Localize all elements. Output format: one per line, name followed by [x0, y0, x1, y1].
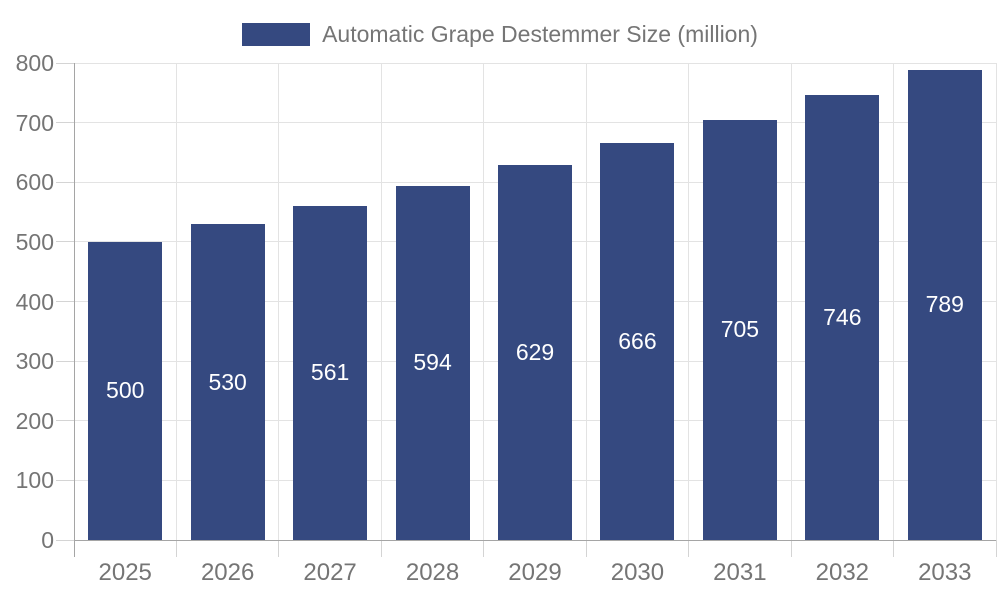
- y-axis-label: 700: [15, 109, 54, 136]
- legend-label: Automatic Grape Destemmer Size (million): [322, 20, 758, 47]
- bar-value-label: 500: [106, 377, 145, 404]
- bar[interactable]: 530: [190, 224, 265, 540]
- y-axis-tick: [56, 360, 74, 362]
- h-gridline: [74, 62, 996, 64]
- bar[interactable]: 666: [600, 142, 675, 540]
- x-axis-label: 2031: [713, 559, 767, 586]
- x-axis-label: 2026: [200, 559, 255, 586]
- bar-value-label: 705: [720, 316, 760, 343]
- x-axis-tick: [380, 540, 382, 557]
- y-axis-tick: [56, 479, 74, 481]
- y-axis-label: 800: [15, 50, 54, 76]
- x-axis-tick: [790, 540, 792, 557]
- x-axis-tick: [175, 540, 177, 557]
- x-axis-tick: [278, 540, 280, 557]
- bar[interactable]: 594: [395, 185, 470, 540]
- x-axis-tick: [688, 540, 690, 557]
- x-axis-label: 2028: [405, 559, 460, 586]
- x-axis-label: 2033: [918, 559, 972, 586]
- y-axis-tick: [56, 181, 74, 183]
- bar[interactable]: 561: [293, 205, 368, 540]
- y-axis-tick: [56, 122, 74, 124]
- x-axis-label: 2029: [508, 559, 562, 586]
- y-axis-tick: [56, 301, 74, 302]
- chart-legend[interactable]: Automatic Grape Destemmer Size (million): [0, 20, 1000, 48]
- v-gridline: [585, 63, 587, 540]
- bar[interactable]: 746: [805, 95, 880, 540]
- legend-swatch-icon: [242, 22, 311, 46]
- bar[interactable]: 789: [907, 69, 982, 540]
- v-gridline: [278, 63, 280, 540]
- x-axis-label: 2032: [815, 559, 870, 586]
- y-axis-tick: [56, 420, 74, 422]
- v-gridline: [483, 63, 485, 540]
- y-axis-label: 400: [15, 288, 54, 315]
- bar[interactable]: 705: [702, 119, 777, 540]
- bar-value-label: 789: [925, 291, 964, 318]
- bar-value-label: 561: [310, 359, 350, 386]
- y-axis-label: 200: [15, 407, 54, 434]
- y-axis-line: [74, 63, 75, 557]
- y-axis-label: 0: [41, 527, 54, 553]
- y-axis-tick: [56, 241, 74, 243]
- x-axis-tick: [995, 540, 997, 557]
- v-gridline: [790, 63, 792, 540]
- bar-value-label: 746: [823, 304, 862, 331]
- x-axis-label: 2025: [98, 559, 152, 586]
- v-gridline: [995, 63, 997, 540]
- plot-area: 0 100 200 300 400 500 600 700 800 500 2025 530 2026 5…: [16, 50, 997, 586]
- v-gridline: [688, 63, 690, 540]
- y-axis-label: 500: [15, 228, 54, 255]
- bar[interactable]: 500: [88, 241, 163, 540]
- x-axis-label: 2027: [303, 559, 357, 586]
- v-gridline: [893, 63, 895, 540]
- bar-value-label: 530: [208, 368, 247, 395]
- bar-value-label: 594: [413, 349, 452, 376]
- h-gridline: [74, 122, 996, 124]
- v-gridline: [380, 63, 382, 540]
- y-axis-label: 100: [15, 467, 54, 494]
- x-axis-tick: [585, 540, 587, 557]
- y-axis-label: 600: [15, 169, 54, 196]
- bar[interactable]: 629: [498, 164, 572, 540]
- x-axis-label: 2030: [610, 559, 665, 586]
- y-axis-tick: [56, 62, 74, 64]
- x-axis-line: [74, 540, 996, 541]
- bar-value-label: 666: [618, 327, 657, 354]
- x-axis-tick: [483, 540, 485, 557]
- y-axis-label: 300: [15, 348, 54, 375]
- v-gridline: [175, 63, 177, 540]
- y-axis-tick: [56, 539, 74, 541]
- bar-value-label: 629: [515, 338, 555, 365]
- x-axis-tick: [893, 540, 895, 557]
